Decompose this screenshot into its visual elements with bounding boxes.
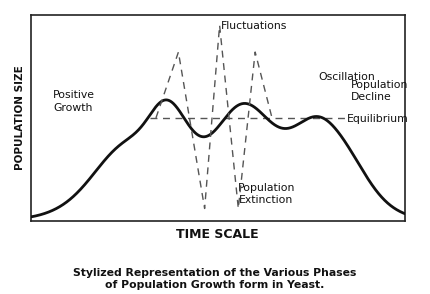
Text: Equilibrium: Equilibrium [347, 114, 408, 124]
Text: Population
Extinction: Population Extinction [238, 183, 295, 205]
X-axis label: TIME SCALE: TIME SCALE [176, 228, 259, 241]
Text: Population
Decline: Population Decline [350, 80, 408, 102]
Y-axis label: POPULATION SIZE: POPULATION SIZE [15, 66, 25, 170]
Text: of Population Growth form in Yeast.: of Population Growth form in Yeast. [105, 280, 325, 290]
Text: Stylized Representation of the Various Phases: Stylized Representation of the Various P… [73, 268, 357, 278]
Text: Positive
Growth: Positive Growth [53, 90, 95, 113]
Text: Oscillation: Oscillation [319, 72, 375, 82]
Text: Fluctuations: Fluctuations [221, 21, 287, 31]
